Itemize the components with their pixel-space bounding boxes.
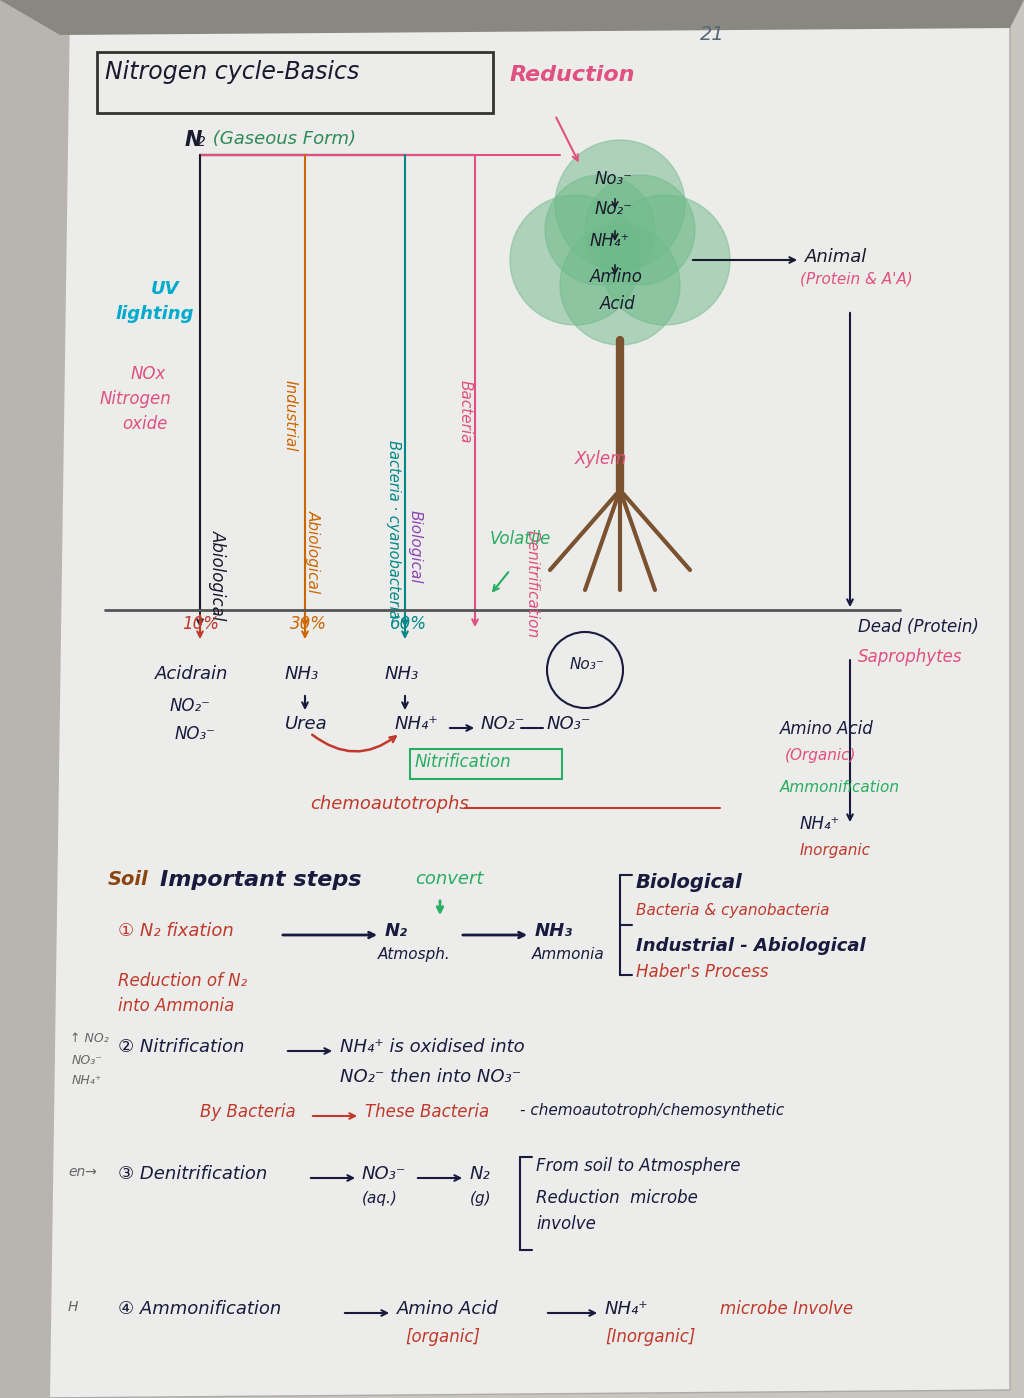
Text: Xylem: Xylem — [575, 450, 628, 468]
Text: Abiological: Abiological — [305, 510, 321, 593]
Text: From soil to Atmosphere: From soil to Atmosphere — [536, 1158, 740, 1174]
Text: Saprophytes: Saprophytes — [858, 649, 963, 665]
Text: Amino: Amino — [590, 268, 643, 287]
Text: Bacteria: Bacteria — [458, 380, 472, 443]
Text: NH₄⁺: NH₄⁺ — [395, 714, 438, 733]
Circle shape — [600, 194, 730, 324]
Text: 10%: 10% — [182, 615, 219, 633]
Text: Soil: Soil — [108, 870, 148, 889]
Text: chemoautotrophs: chemoautotrophs — [310, 795, 469, 814]
Text: Important steps: Important steps — [160, 870, 361, 891]
Text: 30%: 30% — [290, 615, 327, 633]
Text: NH₃: NH₃ — [535, 923, 573, 939]
Text: Nitrogen cycle-Basics: Nitrogen cycle-Basics — [105, 60, 359, 84]
Text: Inorganic: Inorganic — [800, 843, 871, 858]
Text: (Gaseous Form): (Gaseous Form) — [207, 130, 356, 148]
Text: Abiological: Abiological — [209, 530, 227, 621]
Circle shape — [585, 175, 695, 285]
Text: NH₄⁺: NH₄⁺ — [800, 815, 841, 833]
Text: NH₄⁺: NH₄⁺ — [590, 232, 630, 250]
Text: Ammonia: Ammonia — [532, 946, 605, 962]
Polygon shape — [40, 0, 1010, 1398]
Text: NH₃: NH₃ — [385, 665, 419, 684]
FancyBboxPatch shape — [97, 52, 493, 113]
Text: (aq.): (aq.) — [362, 1191, 398, 1206]
Text: 21: 21 — [700, 25, 725, 43]
Text: [Inorganic]: [Inorganic] — [605, 1328, 695, 1346]
Text: NO₂⁻: NO₂⁻ — [170, 698, 211, 714]
Text: NO₃⁻: NO₃⁻ — [362, 1165, 407, 1183]
Text: NH₃: NH₃ — [285, 665, 319, 684]
Text: No₃⁻: No₃⁻ — [595, 171, 633, 187]
Text: (Protein & A'A): (Protein & A'A) — [800, 273, 912, 287]
Text: NO₃⁻: NO₃⁻ — [547, 714, 592, 733]
Text: Ammonification: Ammonification — [780, 780, 900, 795]
Text: ② Nitrification: ② Nitrification — [118, 1037, 245, 1055]
Text: Acid: Acid — [600, 295, 636, 313]
Text: N₂: N₂ — [470, 1165, 490, 1183]
Text: - chemoautotroph/chemosynthetic: - chemoautotroph/chemosynthetic — [520, 1103, 784, 1118]
Text: [organic]: [organic] — [406, 1328, 480, 1346]
Text: Bacteria & cyanobacteria: Bacteria & cyanobacteria — [636, 903, 829, 918]
Text: en→: en→ — [68, 1165, 97, 1179]
Text: Biological: Biological — [636, 872, 742, 892]
Polygon shape — [0, 0, 70, 1398]
Text: microbe Involve: microbe Involve — [720, 1300, 853, 1318]
Text: Industrial - Abiological: Industrial - Abiological — [636, 937, 865, 955]
Text: oxide: oxide — [122, 415, 168, 433]
Text: into Ammonia: into Ammonia — [118, 997, 234, 1015]
Text: N₂: N₂ — [385, 923, 408, 939]
Text: Reduction of N₂: Reduction of N₂ — [118, 972, 247, 990]
Text: Nitrification: Nitrification — [415, 754, 512, 772]
Text: Animal: Animal — [805, 247, 867, 266]
Text: NH₄⁺: NH₄⁺ — [605, 1300, 649, 1318]
Text: Reduction  microbe: Reduction microbe — [536, 1190, 698, 1206]
Text: NO₃⁻: NO₃⁻ — [72, 1054, 102, 1067]
Polygon shape — [0, 0, 1024, 35]
Text: Acidrain: Acidrain — [155, 665, 228, 684]
Circle shape — [560, 225, 680, 345]
Circle shape — [545, 175, 655, 285]
Text: No₂⁻: No₂⁻ — [595, 200, 633, 218]
Text: (Organic): (Organic) — [785, 748, 856, 763]
Text: UV: UV — [151, 280, 179, 298]
Circle shape — [510, 194, 640, 324]
Text: Amino Acid: Amino Acid — [397, 1300, 499, 1318]
Text: NO₂⁻: NO₂⁻ — [481, 714, 525, 733]
Text: (g): (g) — [470, 1191, 492, 1206]
Text: By Bacteria: By Bacteria — [200, 1103, 296, 1121]
Text: Dead (Protein): Dead (Protein) — [858, 618, 979, 636]
Text: ③ Denitrification: ③ Denitrification — [118, 1165, 267, 1183]
Text: Nitrogen: Nitrogen — [99, 390, 171, 408]
Text: Volatile: Volatile — [490, 530, 551, 548]
Text: N: N — [185, 130, 203, 150]
Text: No₃⁻: No₃⁻ — [570, 657, 605, 672]
Text: These Bacteria: These Bacteria — [365, 1103, 489, 1121]
Text: 2: 2 — [197, 136, 206, 150]
Text: Amino Acid: Amino Acid — [780, 720, 873, 738]
Text: Industrial: Industrial — [283, 380, 298, 452]
Text: NOx: NOx — [130, 365, 166, 383]
Text: involve: involve — [536, 1215, 596, 1233]
Text: Urea: Urea — [285, 714, 328, 733]
Text: Atmosph.: Atmosph. — [378, 946, 451, 962]
Text: ① N₂ fixation: ① N₂ fixation — [118, 923, 233, 939]
Text: ↑ NO₂: ↑ NO₂ — [70, 1032, 109, 1044]
Text: Reduction: Reduction — [510, 64, 636, 85]
Text: Haber's Process: Haber's Process — [636, 963, 768, 981]
Text: H: H — [68, 1300, 79, 1314]
Text: NH₄⁺ is oxidised into: NH₄⁺ is oxidised into — [340, 1037, 524, 1055]
Text: Bacteria · cyanobacteria: Bacteria · cyanobacteria — [385, 440, 400, 619]
Text: ④ Ammonification: ④ Ammonification — [118, 1300, 282, 1318]
Circle shape — [555, 140, 685, 270]
Text: NO₃⁻: NO₃⁻ — [175, 726, 216, 742]
Text: lighting: lighting — [116, 305, 195, 323]
Text: NO₂⁻ then into NO₃⁻: NO₂⁻ then into NO₃⁻ — [340, 1068, 521, 1086]
Text: NH₄⁺: NH₄⁺ — [72, 1074, 102, 1088]
Text: Denitrification: Denitrification — [524, 530, 540, 637]
Text: Biological: Biological — [408, 510, 423, 583]
Text: 60%: 60% — [390, 615, 427, 633]
Text: convert: convert — [415, 870, 483, 888]
